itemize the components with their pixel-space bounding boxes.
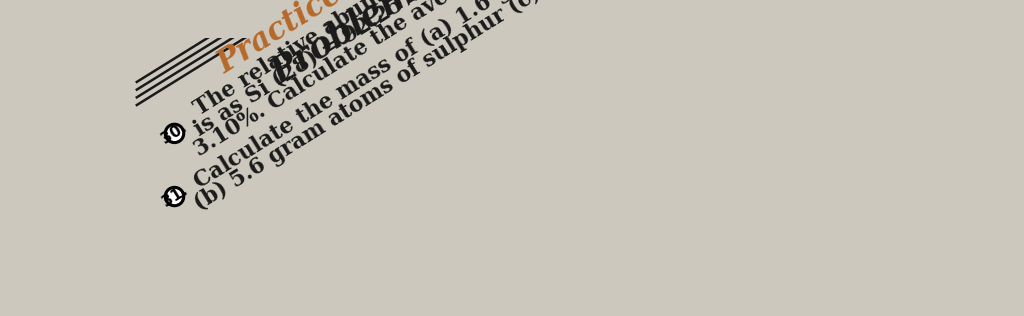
- Circle shape: [168, 190, 181, 204]
- Text: Calculate the mass of (a) 1.6 gram atoms of oxygen: Calculate the mass of (a) 1.6 gram atoms…: [190, 0, 728, 193]
- Circle shape: [165, 123, 184, 143]
- Text: The relative abundance of various isotopes of silicon: The relative abundance of various isotop…: [190, 0, 740, 120]
- Circle shape: [168, 126, 181, 140]
- Text: Problems: Problems: [265, 0, 438, 90]
- Text: Practice: Practice: [212, 0, 348, 80]
- Text: (b) 5.6 gram atoms of sulphur (c) 2.4 gram atoms of: (b) 5.6 gram atoms of sulphur (c) 2.4 gr…: [190, 0, 737, 215]
- Text: is as Si (28) = 92.25%, Si (29) = 4.65% and Si (30) =: is as Si (28) = 92.25%, Si (29) = 4.65% …: [190, 0, 737, 140]
- Text: 3.10%. Calculate the average atomic mass of silicion.: 3.10%. Calculate the average atomic mass…: [190, 0, 745, 161]
- Text: 30.: 30.: [159, 120, 189, 147]
- Circle shape: [165, 186, 184, 207]
- Text: 31.: 31.: [159, 183, 189, 210]
